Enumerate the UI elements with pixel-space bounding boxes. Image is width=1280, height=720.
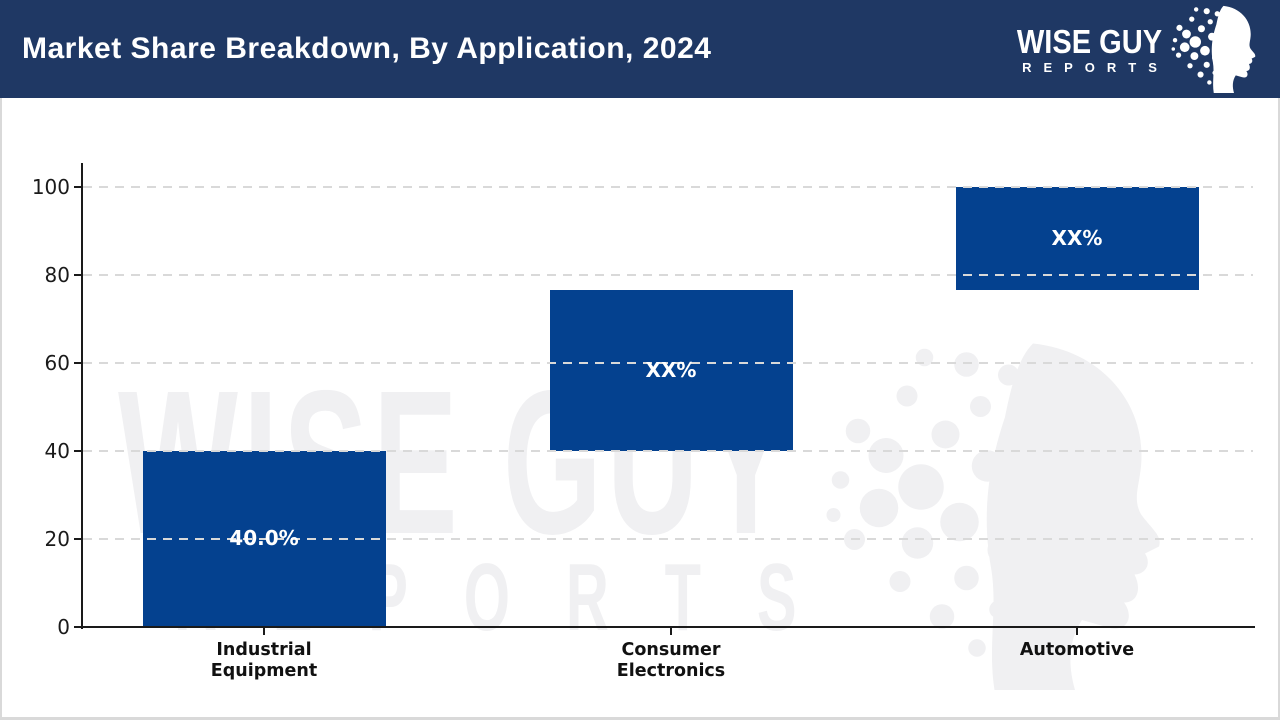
bar-value-label: 40.0% bbox=[229, 526, 299, 550]
x-category-label-line: Industrial bbox=[216, 640, 312, 660]
y-tick-mark bbox=[74, 626, 82, 628]
bar-value-label: XX% bbox=[645, 357, 697, 382]
x-category-label-line: Automotive bbox=[1019, 640, 1135, 660]
y-tick-label: 20 bbox=[44, 527, 70, 551]
x-tick-mark bbox=[263, 628, 265, 635]
y-axis-line bbox=[81, 163, 83, 629]
bar-automotive bbox=[955, 187, 1199, 291]
x-category-label-line: Consumer bbox=[621, 640, 721, 660]
y-tick-label: 60 bbox=[44, 351, 70, 375]
chart-title: Market Share Breakdown, By Application, … bbox=[22, 32, 712, 65]
y-tick-label: 40 bbox=[44, 439, 70, 463]
wiseguy-logo: WISE GUY REPORTS bbox=[1007, 5, 1258, 93]
grid-line bbox=[83, 274, 1253, 276]
y-tick-label: 80 bbox=[44, 263, 70, 287]
y-tick-mark bbox=[74, 450, 82, 452]
y-tick-mark bbox=[74, 362, 82, 364]
x-category-label: Industrial Equipment bbox=[134, 640, 394, 682]
x-category-label-line: Electronics bbox=[616, 661, 726, 681]
logo-text: WISE GUY REPORTS bbox=[1007, 25, 1172, 74]
x-category-label: Automotive bbox=[947, 640, 1207, 661]
x-tick-mark bbox=[1076, 628, 1078, 635]
logo-reports-text: REPORTS bbox=[1022, 59, 1169, 75]
bar-value-label: XX% bbox=[1051, 225, 1103, 250]
y-tick-mark bbox=[74, 538, 82, 540]
grid-line bbox=[83, 450, 1253, 452]
grid-line bbox=[83, 538, 1253, 540]
bar-consumer-electronics bbox=[549, 290, 793, 451]
y-tick-label: 0 bbox=[57, 615, 70, 639]
y-tick-mark bbox=[74, 274, 82, 276]
x-category-label: Consumer Electronics bbox=[541, 640, 801, 682]
x-axis-line bbox=[81, 626, 1255, 628]
x-tick-mark bbox=[670, 628, 672, 635]
x-category-label-line: Equipment bbox=[210, 661, 318, 681]
y-tick-mark bbox=[74, 186, 82, 188]
grid-line bbox=[83, 362, 1253, 364]
logo-wiseguy-text: WISE GUY bbox=[1016, 22, 1163, 60]
grid-line bbox=[83, 186, 1253, 188]
header-bar: Market Share Breakdown, By Application, … bbox=[0, 0, 1280, 98]
y-tick-label: 100 bbox=[31, 175, 70, 199]
